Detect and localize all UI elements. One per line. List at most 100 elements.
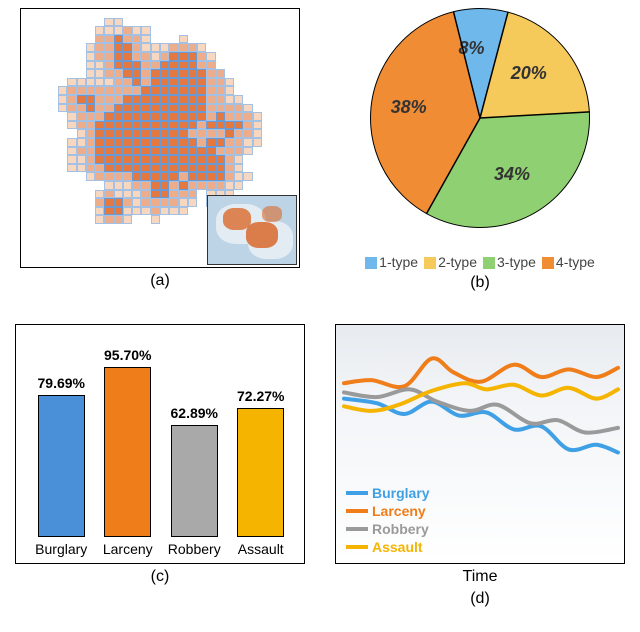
heatmap-cell xyxy=(95,104,104,113)
heatmap-cell xyxy=(160,147,169,156)
heatmap-cell xyxy=(132,69,141,78)
bar-value-label: 95.70% xyxy=(98,347,157,363)
heatmap-cell xyxy=(151,112,160,121)
heatmap-cell xyxy=(132,112,141,121)
heatmap-cell xyxy=(104,18,113,27)
heatmap-cell xyxy=(141,198,150,207)
heatmap-cell xyxy=(141,69,150,78)
heatmap-cell xyxy=(123,43,132,52)
line-chart: BurglaryLarcenyRobberyAssault xyxy=(335,324,625,564)
heatmap-cell xyxy=(141,86,150,95)
heatmap-cell xyxy=(206,164,215,173)
pie-legend-item: 3-type xyxy=(483,254,536,270)
heatmap-cell xyxy=(216,104,225,113)
heatmap-cell xyxy=(188,121,197,130)
heatmap-cell xyxy=(123,104,132,113)
heatmap-cell xyxy=(216,164,225,173)
heatmap-cell xyxy=(95,26,104,35)
heatmap-cell xyxy=(151,43,160,52)
heatmap-cell xyxy=(67,147,76,156)
heatmap-cell xyxy=(123,164,132,173)
heatmap-cell xyxy=(86,155,95,164)
line-legend-label: Assault xyxy=(372,539,423,555)
heatmap-cell xyxy=(86,121,95,130)
heatmap-cell xyxy=(151,104,160,113)
heatmap-cell xyxy=(77,129,86,138)
heatmap-cell xyxy=(169,147,178,156)
heatmap-cell xyxy=(206,147,215,156)
heatmap-cell xyxy=(151,207,160,216)
line-x-axis-title: Time xyxy=(463,568,498,586)
heatmap-cell xyxy=(179,61,188,70)
heatmap-cell xyxy=(206,129,215,138)
heatmap-cell xyxy=(123,35,132,44)
heatmap-cell xyxy=(188,198,197,207)
panel-a: (a) xyxy=(0,0,320,316)
heatmap-cell xyxy=(234,181,243,190)
heatmap-cell xyxy=(141,43,150,52)
heatmap-cell xyxy=(225,86,234,95)
heatmap-cell xyxy=(151,155,160,164)
heatmap-cell xyxy=(151,164,160,173)
heatmap-cell xyxy=(141,121,150,130)
heatmap-cell xyxy=(104,43,113,52)
heatmap-cell xyxy=(132,52,141,61)
heatmap-cell xyxy=(95,61,104,70)
heatmap-cell xyxy=(160,78,169,87)
heatmap-cell xyxy=(160,164,169,173)
heatmap-cell xyxy=(123,215,132,224)
heatmap-cell xyxy=(104,121,113,130)
heatmap-cell xyxy=(132,78,141,87)
heatmap-cell xyxy=(67,78,76,87)
heatmap-cell xyxy=(114,129,123,138)
heatmap-cell xyxy=(132,155,141,164)
heatmap-cell xyxy=(151,138,160,147)
line-legend-label: Larceny xyxy=(372,503,426,519)
heatmap-cell xyxy=(114,164,123,173)
pie-slice-label: 34% xyxy=(494,164,530,185)
heatmap-cell xyxy=(86,86,95,95)
heatmap-cell xyxy=(151,95,160,104)
heatmap-cell xyxy=(123,147,132,156)
heatmap-cell xyxy=(179,129,188,138)
heatmap-cell xyxy=(179,198,188,207)
heatmap-cell xyxy=(123,61,132,70)
heatmap-cell xyxy=(151,121,160,130)
heatmap-cell xyxy=(114,121,123,130)
heatmap-cell xyxy=(160,138,169,147)
heatmap-cell xyxy=(216,95,225,104)
heatmap-cell xyxy=(169,121,178,130)
heatmap-cell xyxy=(104,61,113,70)
heatmap-cell xyxy=(179,52,188,61)
heatmap-cell xyxy=(77,112,86,121)
heatmap-cell xyxy=(141,52,150,61)
heatmap-cell xyxy=(77,104,86,113)
heatmap-cell xyxy=(225,181,234,190)
heatmap-cell xyxy=(123,190,132,199)
legend-swatch xyxy=(346,509,368,513)
heatmap-cell xyxy=(169,86,178,95)
bar-value-label: 72.27% xyxy=(231,388,290,404)
heatmap-cell xyxy=(95,198,104,207)
heatmap-cell xyxy=(216,181,225,190)
heatmap-cell xyxy=(141,181,150,190)
line-legend-item: Burglary xyxy=(346,485,430,501)
heatmap-cell xyxy=(197,138,206,147)
heatmap-cell xyxy=(188,181,197,190)
heatmap-cell xyxy=(197,121,206,130)
heatmap-cell xyxy=(104,78,113,87)
heatmap-cell xyxy=(160,52,169,61)
heatmap-cell xyxy=(141,138,150,147)
line-legend-item: Larceny xyxy=(346,503,430,519)
heatmap-cell xyxy=(95,147,104,156)
heatmap-cell xyxy=(114,95,123,104)
heatmap-cell xyxy=(132,172,141,181)
heatmap-cell xyxy=(179,172,188,181)
heatmap-cell xyxy=(95,207,104,216)
heatmap-cell xyxy=(169,181,178,190)
heatmap-cell xyxy=(151,190,160,199)
heatmap-cell xyxy=(123,207,132,216)
heatmap-cell xyxy=(104,172,113,181)
heatmap-cell xyxy=(77,121,86,130)
heatmap-cell xyxy=(123,78,132,87)
